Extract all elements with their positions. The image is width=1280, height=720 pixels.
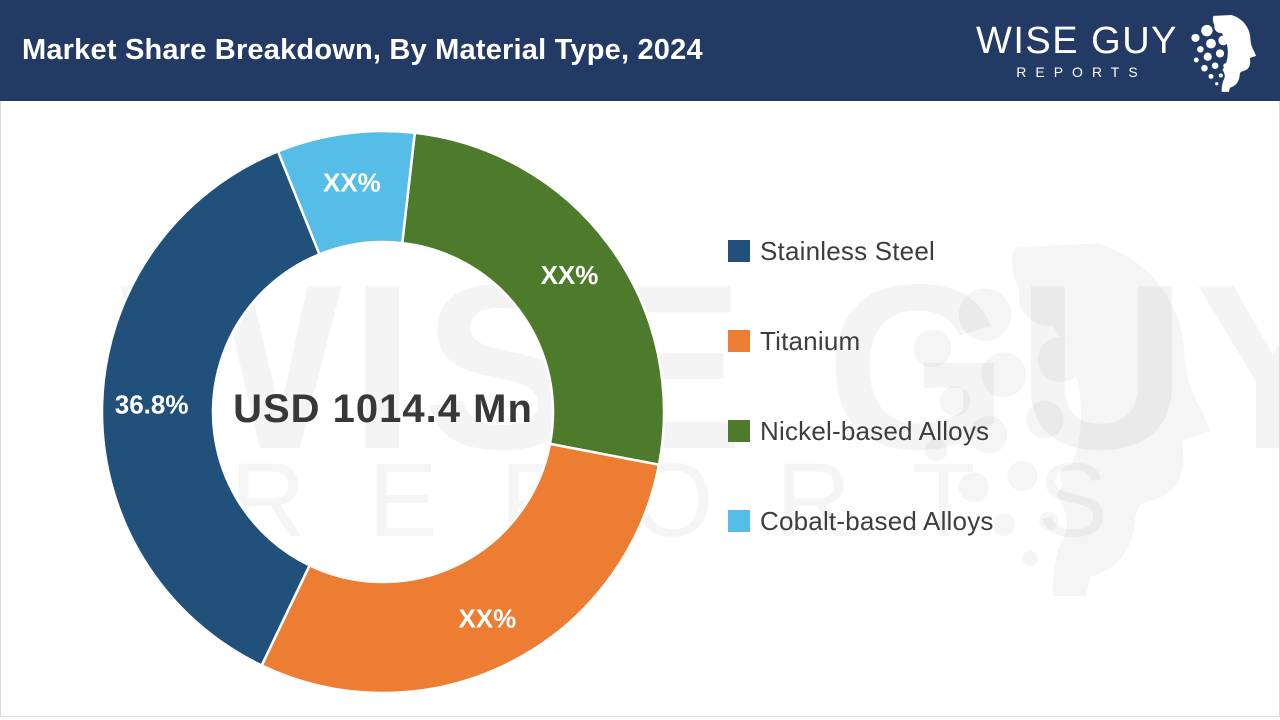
donut-slices: XX% XX% 36.8% XX% (100, 129, 666, 695)
legend-item-stainless-steel: Stainless Steel (728, 236, 994, 266)
brand-watermark: WISE GUY REPORTS (0, 101, 1280, 720)
legend-swatch-cobalt-based-alloys (728, 510, 750, 532)
legend-swatch-titanium (728, 330, 750, 352)
logo-text: WISE GUY REPORTS (976, 22, 1178, 79)
donut-slice-stainless-steel (100, 150, 321, 667)
legend-item-titanium: Titanium (728, 326, 994, 356)
wise-guy-reports-logo: WISE GUY REPORTS (976, 8, 1256, 94)
legend-swatch-stainless-steel (728, 240, 750, 262)
legend-label: Cobalt-based Alloys (760, 505, 994, 536)
donut-slice-nickel-based-alloys (400, 131, 666, 466)
donut-center-value: USD 1014.4 Mn (233, 387, 533, 431)
slice-value-label-titanium: XX% (458, 604, 516, 634)
donut-slice-titanium (260, 442, 661, 695)
header-bar: Market Share Breakdown, By Material Type… (0, 0, 1280, 101)
chart-legend: Stainless Steel Titanium Nickel-based Al… (728, 236, 994, 600)
donut-slice-cobalt-based-alloys (276, 129, 417, 256)
legend-item-cobalt-based-alloys: Cobalt-based Alloys (728, 506, 994, 536)
watermark-text-reports: REPORTS (230, 441, 1130, 561)
slice-value-label-stainless-steel: 36.8% (115, 390, 189, 420)
legend-swatch-nickel-based-alloys (728, 420, 750, 442)
legend-label: Stainless Steel (760, 235, 935, 266)
logo-wordmark: WISE GUY (975, 20, 1178, 62)
legend-label: Nickel-based Alloys (760, 415, 990, 446)
page-title: Market Share Breakdown, By Material Type… (22, 34, 703, 66)
legend-label: Titanium (760, 325, 861, 356)
slice-value-label-cobalt-based-alloys: XX% (323, 168, 381, 198)
legend-item-nickel-based-alloys: Nickel-based Alloys (728, 416, 994, 446)
slice-value-label-nickel-based-alloys: XX% (541, 260, 599, 290)
logo-subtitle: REPORTS (1016, 64, 1147, 80)
